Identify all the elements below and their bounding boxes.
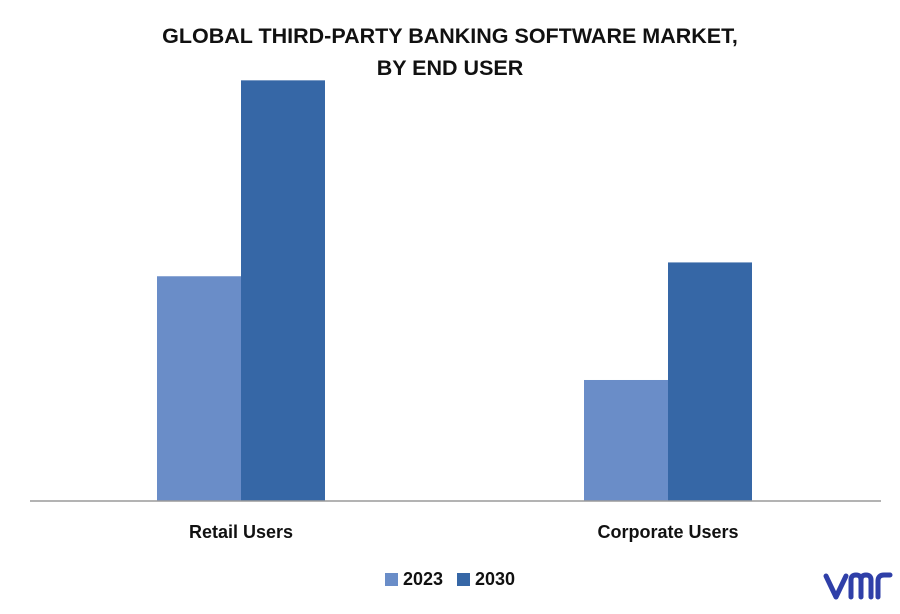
legend-item-2030: 2030: [457, 569, 515, 590]
legend-label-2030: 2030: [475, 569, 516, 589]
x-tick-label: Retail Users: [189, 522, 293, 542]
chart-title-line-1: GLOBAL THIRD-PARTY BANKING SOFTWARE MARK…: [162, 24, 738, 48]
legend-swatch-2030: [457, 573, 470, 586]
bar-retail-users-2030: [241, 80, 325, 502]
legend-item-2023: 2023: [384, 569, 443, 590]
chart-title: GLOBAL THIRD-PARTY BANKING SOFTWARE MARK…: [0, 20, 900, 84]
legend: 2023 2030: [0, 569, 900, 590]
x-axis-labels: Retail Users Corporate Users: [189, 522, 739, 542]
bar-retail-users-2023: [157, 276, 241, 501]
bar-group: [157, 80, 752, 502]
chart-title-line-2: BY END USER: [376, 56, 524, 80]
vmr-logo: [822, 566, 896, 607]
legend-swatch-2023: [384, 573, 398, 586]
x-tick-label: Corporate Users: [597, 522, 738, 542]
bar-corporate-users-2023: [584, 379, 668, 501]
legend-label-2023: 2023: [402, 569, 443, 589]
bar-corporate-users-2030: [668, 262, 752, 501]
